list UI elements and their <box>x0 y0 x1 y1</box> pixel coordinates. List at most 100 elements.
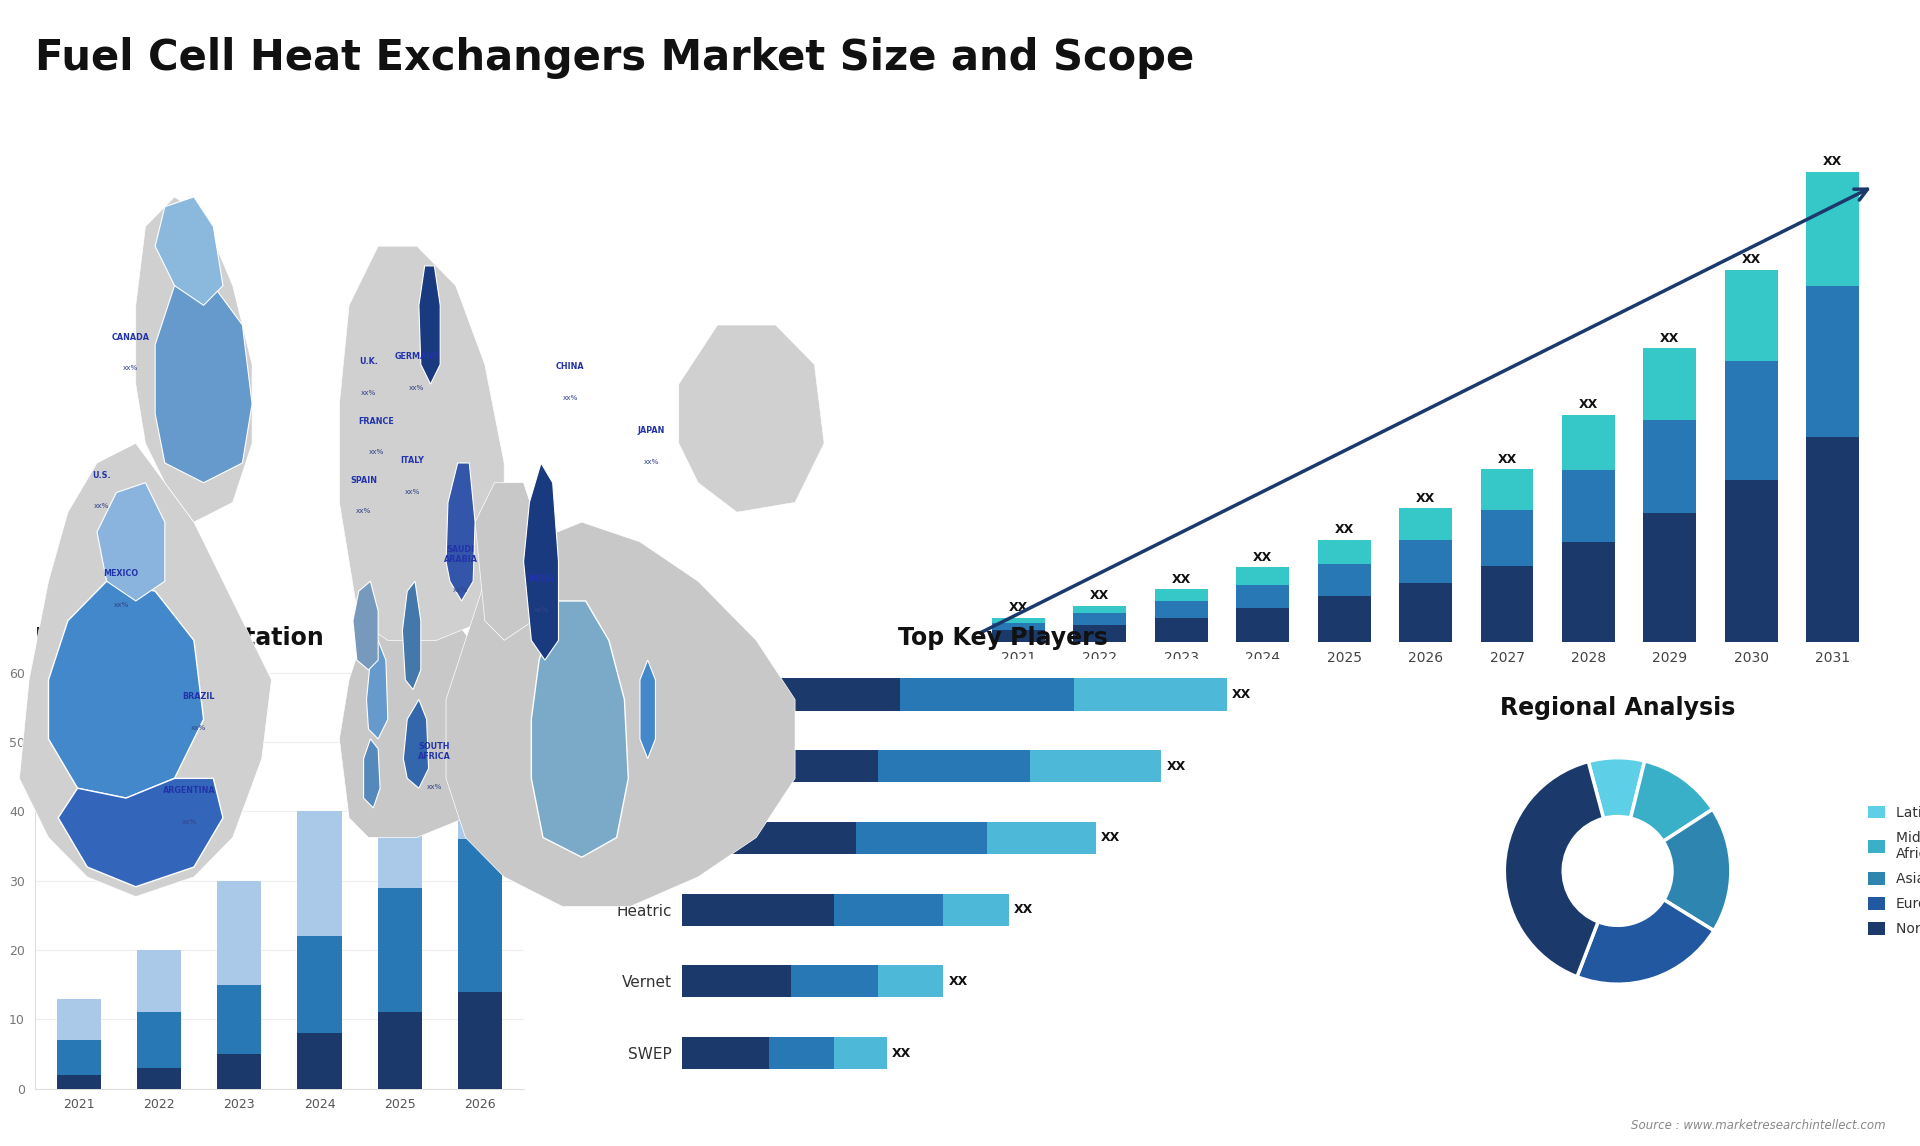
Wedge shape <box>1663 809 1730 931</box>
Bar <box>457 700 501 839</box>
Bar <box>1073 613 1127 625</box>
Text: XX: XX <box>1741 253 1761 266</box>
Text: xx%: xx% <box>405 488 420 495</box>
Text: xx%: xx% <box>563 395 578 401</box>
Bar <box>1563 542 1615 642</box>
Polygon shape <box>403 581 420 690</box>
Text: xx%: xx% <box>453 587 468 594</box>
Text: MEXICO: MEXICO <box>104 570 138 579</box>
Text: XX: XX <box>1498 453 1517 465</box>
Bar <box>1073 605 1127 613</box>
Bar <box>682 822 856 854</box>
Bar <box>1807 286 1859 437</box>
Wedge shape <box>1588 758 1645 818</box>
Text: xx%: xx% <box>94 503 109 509</box>
Text: SOUTH
AFRICA: SOUTH AFRICA <box>419 741 451 761</box>
Bar <box>136 1012 180 1068</box>
Bar <box>682 894 833 926</box>
Wedge shape <box>1576 900 1715 984</box>
Bar <box>1154 589 1208 601</box>
Title: Regional Analysis: Regional Analysis <box>1500 697 1736 721</box>
Bar <box>1807 172 1859 286</box>
Bar <box>298 811 342 936</box>
Text: Market Segmentation: Market Segmentation <box>35 626 323 650</box>
Title: Top Key Players: Top Key Players <box>899 626 1108 650</box>
Bar <box>943 894 1008 926</box>
Polygon shape <box>19 444 271 896</box>
Polygon shape <box>445 463 474 601</box>
Text: BRAZIL: BRAZIL <box>182 692 215 701</box>
Text: XX: XX <box>891 1046 910 1060</box>
Bar <box>217 984 261 1054</box>
Bar <box>1563 415 1615 470</box>
Bar <box>58 1041 102 1075</box>
Bar <box>833 894 943 926</box>
Bar <box>1563 470 1615 542</box>
Text: ITALY: ITALY <box>399 456 424 465</box>
Text: XX: XX <box>1661 331 1680 345</box>
Text: xx%: xx% <box>409 385 424 391</box>
Bar <box>1644 348 1697 419</box>
Text: xx%: xx% <box>113 602 129 607</box>
Bar <box>1317 540 1371 564</box>
Bar <box>877 751 1031 783</box>
Text: INDIA: INDIA <box>528 574 553 583</box>
Text: U.S.: U.S. <box>92 471 111 480</box>
Bar <box>1236 609 1288 642</box>
Bar <box>1400 582 1452 642</box>
Text: XX: XX <box>1014 903 1033 916</box>
Polygon shape <box>524 463 559 660</box>
Text: XX: XX <box>1415 492 1436 504</box>
Polygon shape <box>96 482 165 601</box>
Polygon shape <box>419 266 440 384</box>
Bar <box>1400 540 1452 582</box>
Bar <box>217 881 261 984</box>
Bar <box>1480 565 1534 642</box>
Text: XX: XX <box>1167 760 1187 772</box>
Bar <box>58 1075 102 1089</box>
Bar <box>791 965 877 997</box>
Bar <box>1154 601 1208 618</box>
Text: xx%: xx% <box>192 725 207 731</box>
Text: XX: XX <box>948 975 968 988</box>
Bar <box>1236 567 1288 584</box>
Polygon shape <box>445 523 795 906</box>
Bar <box>136 950 180 1012</box>
Text: xx%: xx% <box>643 460 659 465</box>
Bar <box>1236 584 1288 609</box>
Bar <box>1073 678 1227 711</box>
Polygon shape <box>403 699 428 788</box>
Bar <box>993 630 1044 642</box>
Text: XX: XX <box>1233 688 1252 701</box>
Bar <box>900 678 1073 711</box>
Text: Fuel Cell Heat Exchangers Market Size and Scope: Fuel Cell Heat Exchangers Market Size an… <box>35 37 1194 79</box>
Text: ARGENTINA: ARGENTINA <box>163 786 215 795</box>
Wedge shape <box>1505 762 1603 976</box>
Text: xx%: xx% <box>426 784 442 791</box>
Bar <box>298 1034 342 1089</box>
Text: XX: XX <box>1254 550 1273 564</box>
Text: XX: XX <box>1100 832 1121 845</box>
Text: U.K.: U.K. <box>359 358 378 367</box>
Bar <box>457 991 501 1089</box>
Bar <box>1724 361 1778 480</box>
Bar <box>682 678 900 711</box>
Bar <box>1480 510 1534 565</box>
Polygon shape <box>58 778 223 887</box>
Polygon shape <box>156 197 223 305</box>
Bar <box>457 839 501 991</box>
Bar <box>378 743 422 888</box>
Bar <box>298 936 342 1034</box>
Polygon shape <box>48 581 204 798</box>
Polygon shape <box>340 601 505 838</box>
Polygon shape <box>363 739 380 808</box>
Polygon shape <box>156 285 252 482</box>
Polygon shape <box>474 482 543 641</box>
Text: XX: XX <box>1091 589 1110 602</box>
Bar <box>682 1037 768 1069</box>
Bar <box>58 998 102 1041</box>
Bar <box>1807 437 1859 642</box>
Text: XX: XX <box>1334 523 1354 536</box>
Bar <box>378 888 422 1012</box>
Polygon shape <box>340 246 505 641</box>
